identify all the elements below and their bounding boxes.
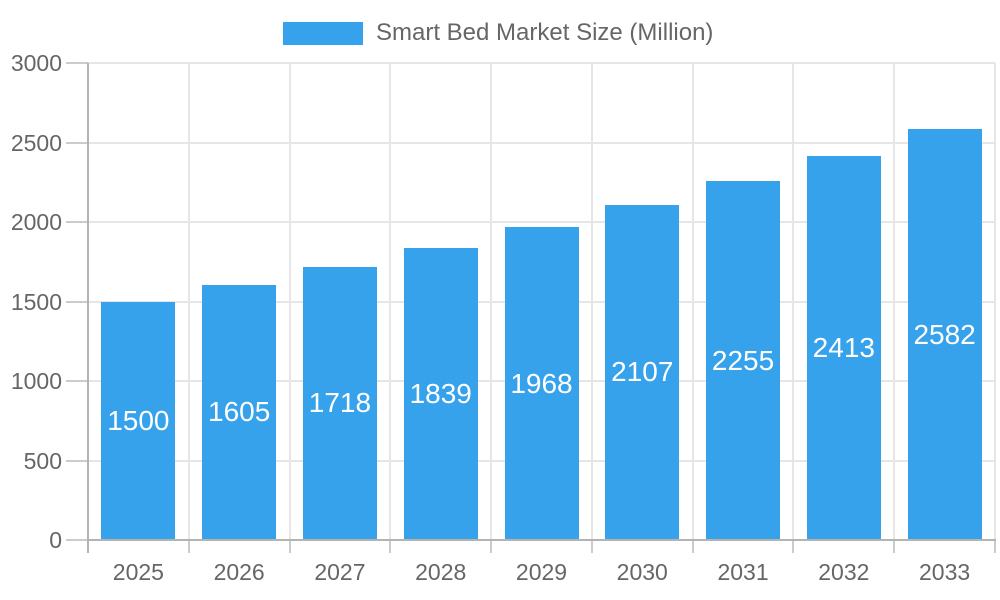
x-axis-tick-mark: [590, 541, 593, 553]
gridline-vertical: [590, 63, 593, 540]
x-axis-tick-label: 2031: [717, 559, 769, 585]
bar-value-label: 1500: [107, 404, 170, 436]
x-axis-tick-mark: [994, 541, 996, 553]
bar-value-label: 1839: [409, 377, 472, 409]
bar[interactable]: [504, 227, 579, 540]
gridline-horizontal: [88, 62, 995, 64]
y-axis-tick-mark: [66, 539, 88, 541]
x-axis-line: [87, 539, 996, 541]
gridline-vertical: [994, 63, 996, 540]
y-axis-tick-mark: [66, 459, 88, 462]
gridline-vertical: [490, 63, 493, 540]
bar[interactable]: [302, 266, 377, 540]
y-axis-tick-label: 1000: [10, 368, 62, 394]
x-axis-tick-label: 2030: [616, 559, 668, 585]
y-axis-tick-label: 0: [49, 527, 62, 553]
y-axis-tick-label: 3000: [10, 50, 62, 76]
x-axis-tick-label: 2026: [213, 559, 265, 585]
x-axis-tick-label: 2032: [818, 559, 870, 585]
bar[interactable]: [907, 129, 982, 540]
y-axis-tick-label: 500: [23, 447, 62, 474]
bar-value-label: 2107: [611, 356, 674, 388]
gridline-vertical: [187, 63, 190, 540]
x-axis-tick-mark: [490, 541, 493, 553]
y-axis-tick-label: 1500: [10, 288, 62, 315]
bar[interactable]: [806, 156, 881, 540]
bar-value-label: 1968: [510, 367, 573, 399]
gridline-vertical: [288, 63, 291, 540]
x-axis-tick-mark: [893, 541, 896, 553]
legend-swatch: [283, 21, 363, 45]
x-axis-tick-mark: [187, 541, 190, 553]
bar-value-label: 2582: [913, 318, 976, 350]
gridline-vertical: [893, 63, 896, 540]
bar[interactable]: [101, 301, 176, 540]
bar-value-label: 1718: [308, 387, 372, 419]
x-axis-tick-label: 2027: [314, 559, 366, 585]
chart-legend[interactable]: Smart Bed Market Size (Million): [283, 18, 713, 48]
y-axis-tick-mark: [66, 62, 88, 64]
bar-value-label: 2255: [711, 344, 775, 376]
y-axis-tick-label: 2500: [10, 129, 62, 156]
gridline-vertical: [389, 63, 392, 540]
bar[interactable]: [403, 247, 478, 540]
x-axis-tick-mark: [389, 541, 392, 553]
x-axis-tick-label: 2025: [112, 559, 164, 585]
gridline-horizontal: [88, 221, 995, 223]
y-axis-tick-mark: [66, 221, 88, 223]
x-axis-tick-label: 2028: [415, 559, 467, 585]
gridline-vertical: [691, 63, 694, 540]
bar[interactable]: [706, 181, 781, 540]
x-axis-tick-mark: [792, 541, 795, 553]
gridline-horizontal: [88, 141, 995, 144]
bar[interactable]: [202, 284, 277, 540]
y-axis-tick-label: 2000: [10, 209, 62, 235]
y-axis-tick-mark: [66, 300, 88, 303]
x-axis-tick-label: 2033: [919, 559, 971, 585]
y-axis-tick-mark: [66, 380, 88, 382]
bar-value-label: 2413: [812, 332, 875, 364]
y-axis-line: [87, 63, 89, 553]
bar-value-label: 1605: [208, 396, 271, 428]
legend-label: Smart Bed Market Size (Million): [376, 19, 714, 46]
bar[interactable]: [605, 204, 680, 540]
y-axis-tick-mark: [66, 141, 88, 144]
x-axis-tick-mark: [691, 541, 694, 553]
gridline-vertical: [792, 63, 795, 540]
x-axis-tick-mark: [288, 541, 291, 553]
x-axis-tick-label: 2029: [515, 559, 568, 585]
